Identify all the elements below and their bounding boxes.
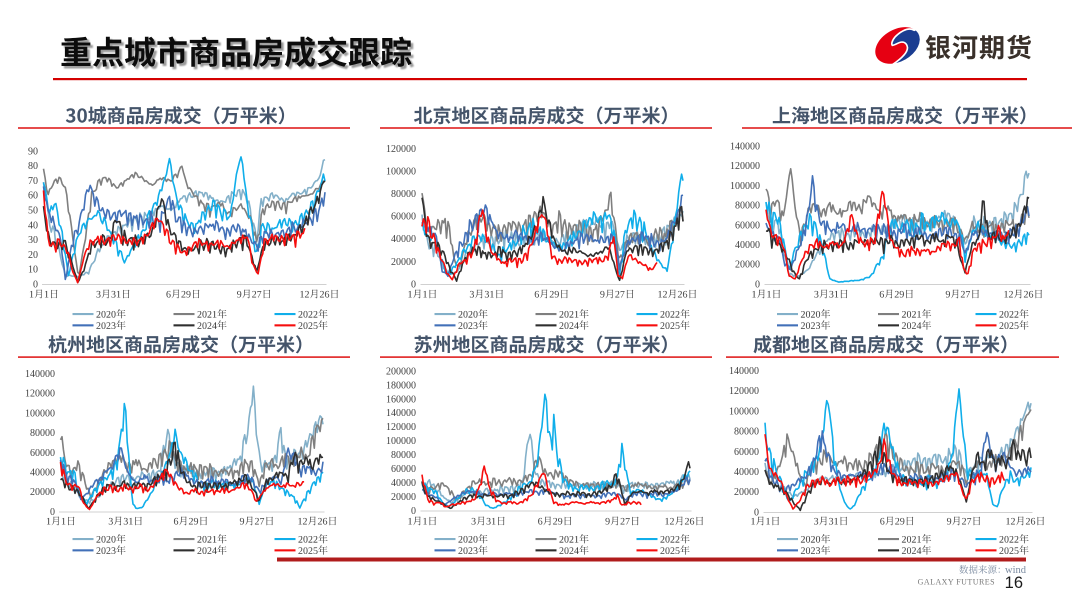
svg-text:20000: 20000	[391, 257, 416, 268]
svg-text:140000: 140000	[730, 141, 760, 152]
svg-text:16: 16	[1005, 574, 1023, 592]
svg-text:40000: 40000	[391, 234, 416, 245]
svg-text:0: 0	[411, 506, 416, 517]
svg-text:100000: 100000	[25, 408, 55, 419]
svg-text:120000: 120000	[386, 422, 416, 433]
svg-text:GALAXY FUTURES: GALAXY FUTURES	[918, 578, 995, 587]
svg-text:80000: 80000	[735, 201, 760, 212]
svg-text:120000: 120000	[25, 389, 55, 400]
svg-text:0: 0	[411, 279, 416, 290]
svg-text:120000: 120000	[729, 386, 759, 397]
svg-text:10: 10	[28, 265, 38, 276]
svg-text:40000: 40000	[734, 467, 759, 478]
svg-text:80000: 80000	[30, 428, 55, 439]
svg-text:200000: 200000	[386, 366, 416, 377]
svg-text:40000: 40000	[391, 478, 416, 489]
svg-text:20000: 20000	[735, 260, 760, 271]
svg-text:0: 0	[33, 279, 38, 290]
svg-text:40: 40	[28, 220, 38, 231]
svg-text:40000: 40000	[30, 468, 55, 479]
svg-text:0: 0	[754, 507, 759, 518]
svg-text:80000: 80000	[734, 427, 759, 438]
svg-text:40000: 40000	[735, 240, 760, 251]
svg-text:70: 70	[28, 176, 38, 187]
svg-text:60000: 60000	[30, 448, 55, 459]
svg-text:140000: 140000	[25, 369, 55, 380]
svg-text:160000: 160000	[386, 394, 416, 405]
svg-text:120000: 120000	[730, 161, 760, 172]
svg-text:90: 90	[28, 146, 38, 157]
svg-text:80000: 80000	[391, 450, 416, 461]
svg-text:60000: 60000	[734, 447, 759, 458]
svg-text:20000: 20000	[30, 487, 55, 498]
svg-text:60000: 60000	[391, 212, 416, 223]
svg-text:20: 20	[28, 250, 38, 261]
svg-text:100000: 100000	[386, 167, 416, 178]
svg-text:140000: 140000	[729, 366, 759, 377]
svg-text:20000: 20000	[391, 492, 416, 503]
svg-text:80000: 80000	[391, 189, 416, 200]
svg-text:wind: wind	[1005, 565, 1027, 576]
svg-text:20000: 20000	[734, 487, 759, 498]
svg-text:80: 80	[28, 161, 38, 172]
svg-text:140000: 140000	[386, 408, 416, 419]
svg-text:100000: 100000	[730, 181, 760, 192]
svg-text:50: 50	[28, 206, 38, 217]
svg-text:100000: 100000	[729, 406, 759, 417]
svg-text:60000: 60000	[735, 220, 760, 231]
svg-text:0: 0	[50, 507, 55, 518]
svg-text:100000: 100000	[386, 436, 416, 447]
svg-text:60: 60	[28, 191, 38, 202]
svg-text:60000: 60000	[391, 464, 416, 475]
svg-text:120000: 120000	[386, 144, 416, 155]
svg-text:0: 0	[755, 279, 760, 290]
svg-text:30: 30	[28, 235, 38, 246]
svg-text:180000: 180000	[386, 380, 416, 391]
